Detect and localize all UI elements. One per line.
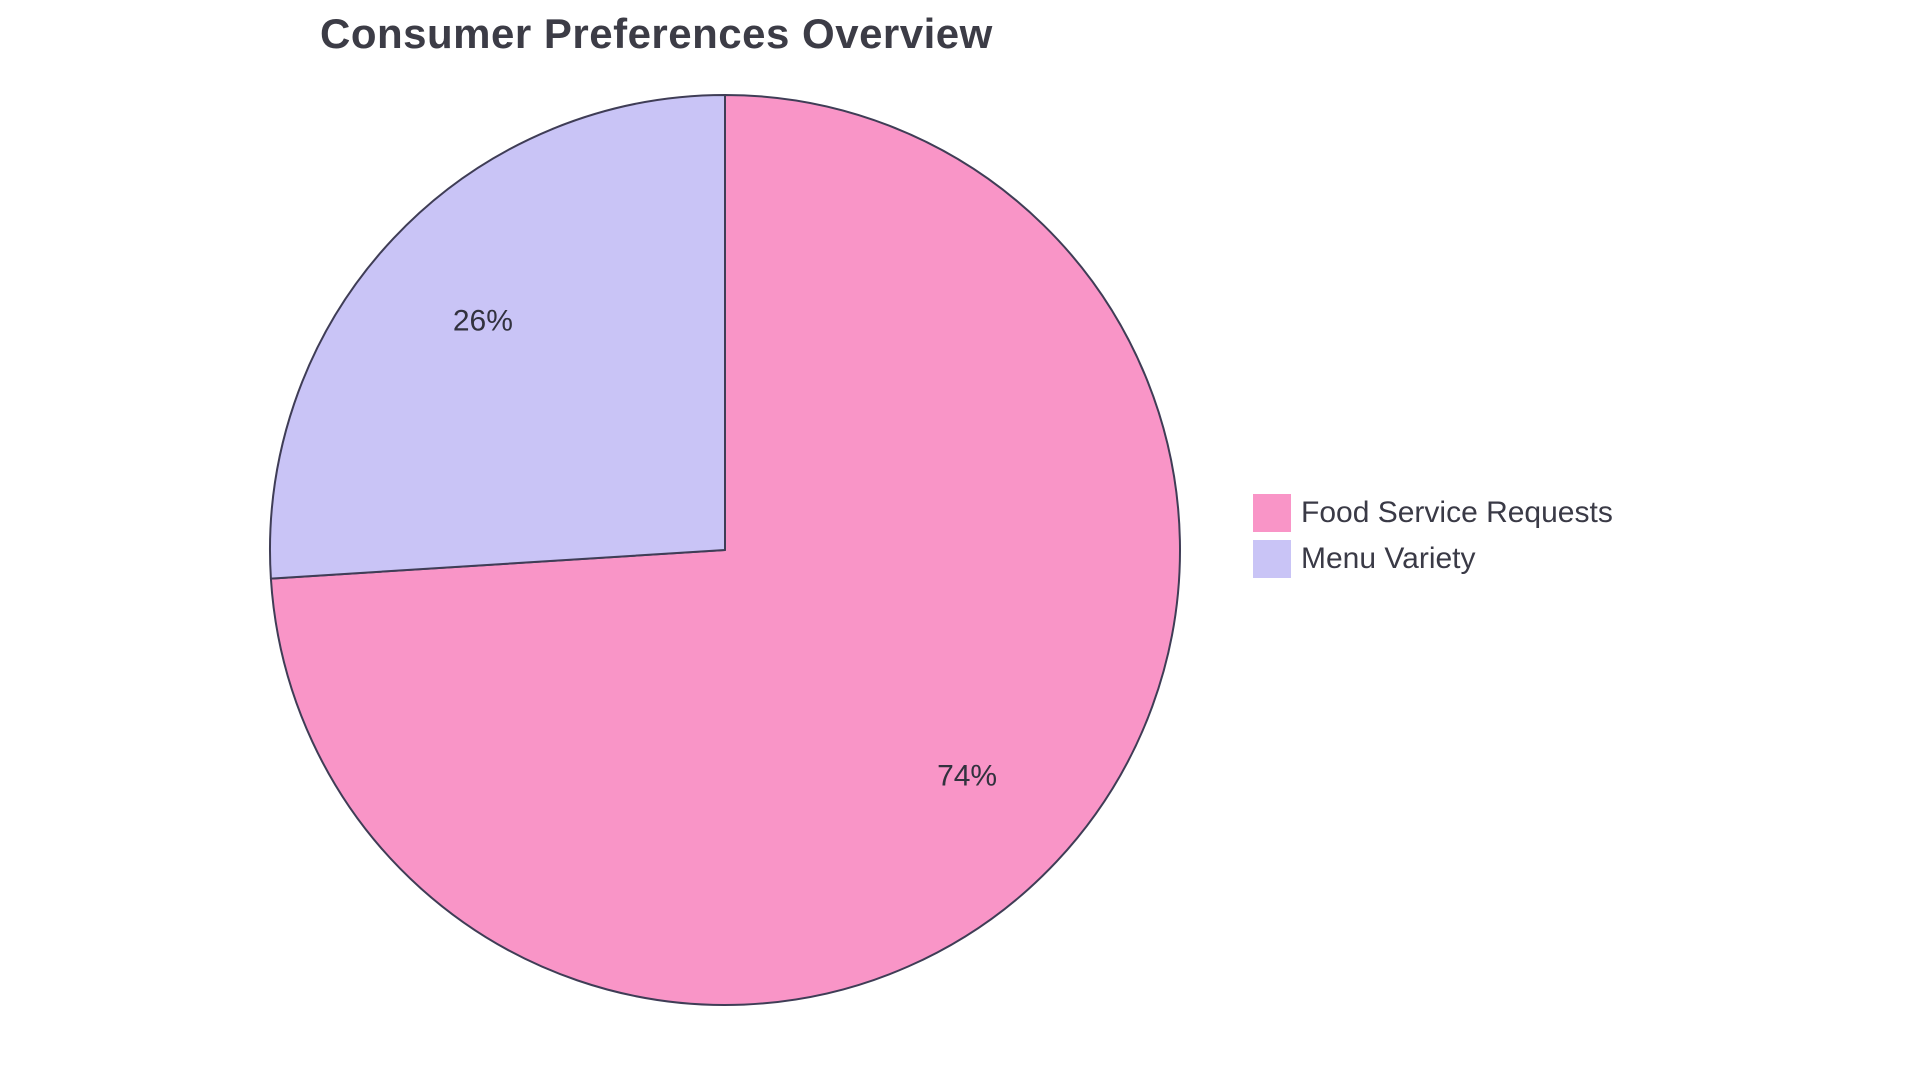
legend-item-food-service-requests[interactable]: Food Service Requests: [1253, 494, 1613, 532]
legend-swatch-icon: [1253, 494, 1291, 532]
legend-swatch-icon: [1253, 540, 1291, 578]
legend: Food Service Requests Menu Variety: [1253, 494, 1613, 578]
pie-slice-percent-label: 26%: [453, 305, 513, 338]
chart-title: Consumer Preferences Overview: [320, 10, 993, 57]
pie-slice-menu-variety[interactable]: [269, 94, 726, 580]
pie-labels-group: 74% 26%: [453, 305, 997, 793]
pie-slice-percent-label: 74%: [937, 759, 997, 792]
legend-item-label: Menu Variety: [1301, 542, 1476, 575]
legend-item-label: Food Service Requests: [1301, 496, 1613, 529]
pie-slices-group: [269, 94, 1181, 1006]
legend-item-menu-variety[interactable]: Menu Variety: [1253, 540, 1613, 578]
